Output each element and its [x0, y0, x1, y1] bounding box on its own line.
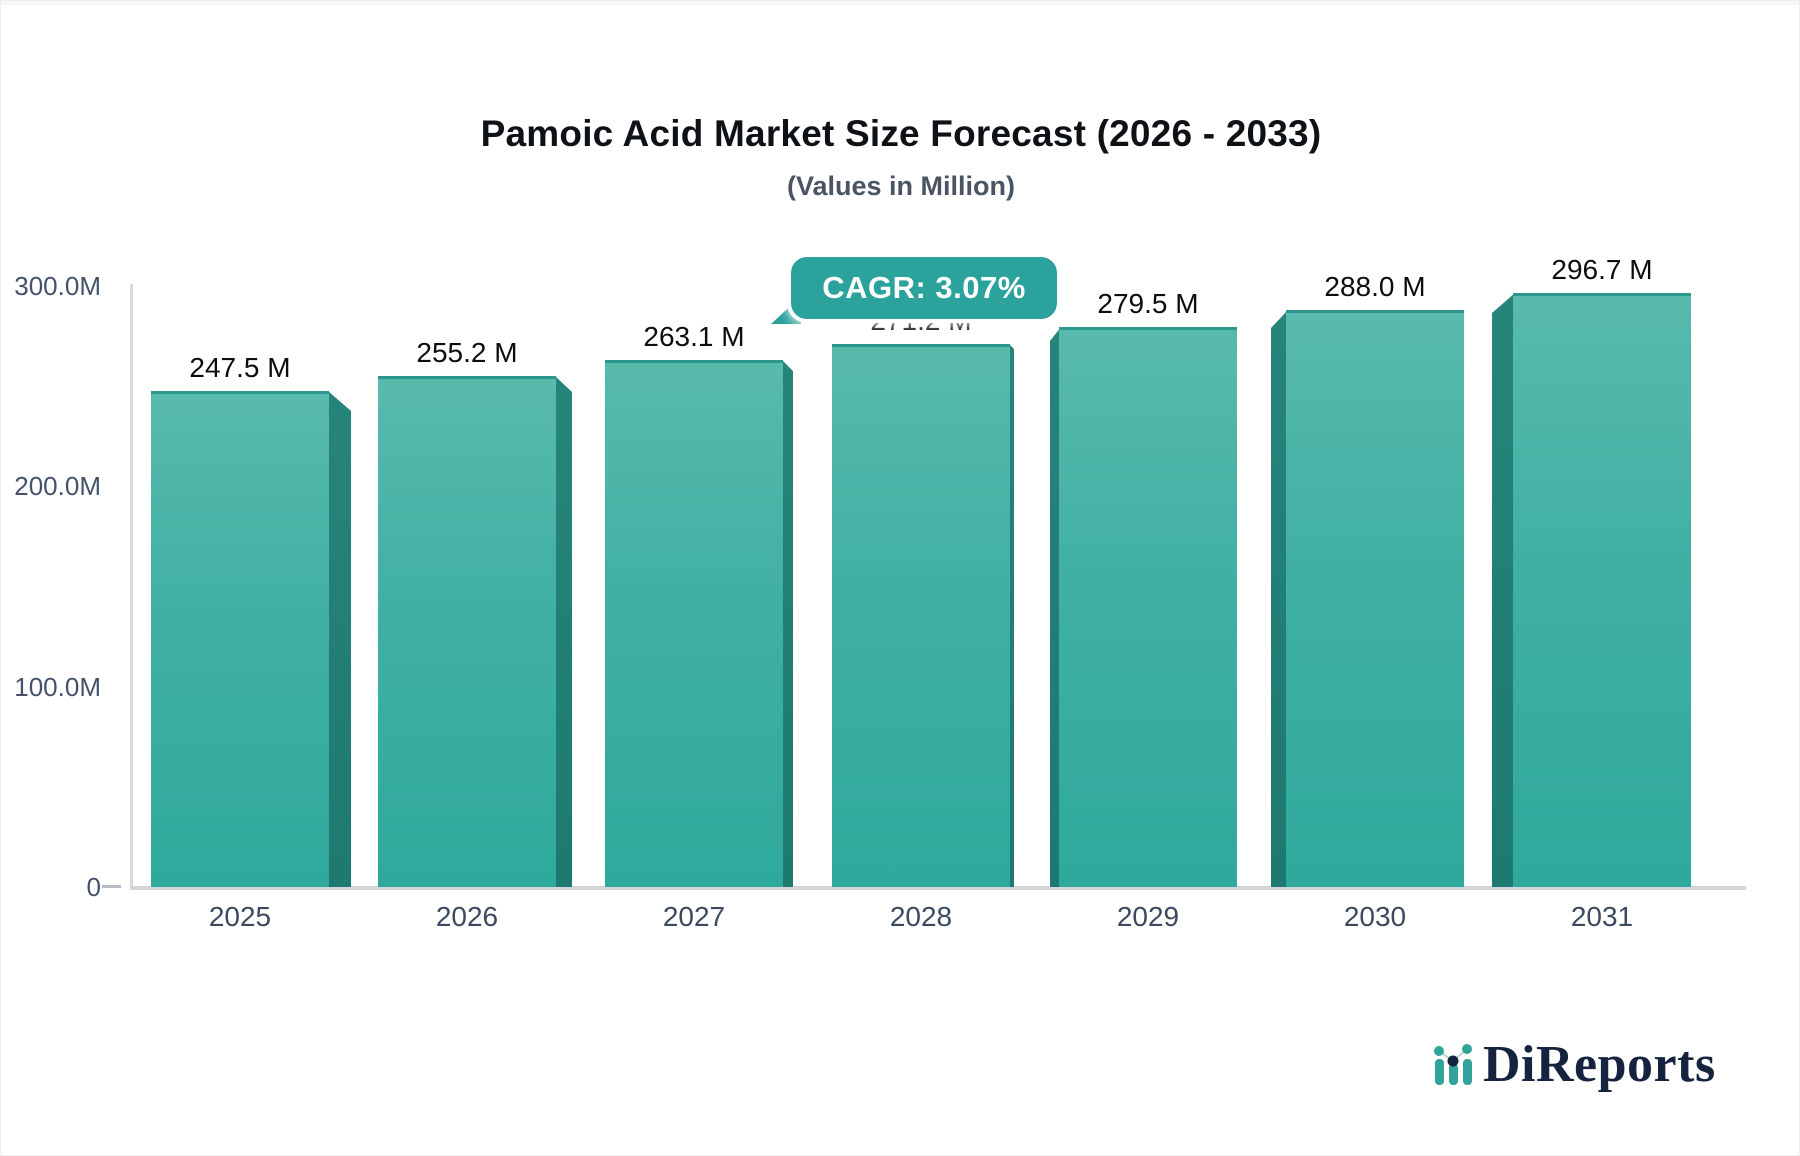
y-axis-line [130, 284, 133, 888]
x-axis-tick-label: 2025 [208, 901, 272, 932]
cagr-badge: CAGR: 3.07% [787, 253, 1061, 323]
bar-value-label: 296.7 M [1551, 254, 1653, 285]
bar-2026 [378, 376, 556, 887]
bar-side-face [1492, 293, 1515, 887]
bar-value-label: 288.0 M [1324, 271, 1426, 302]
bar-side-face [782, 360, 793, 887]
bar-value-label: 247.5 M [189, 352, 291, 383]
chart-title: Pamoic Acid Market Size Forecast (2026 -… [480, 113, 1322, 154]
bar-2030 [1286, 310, 1464, 887]
x-axis-tick-label: 2027 [662, 901, 726, 932]
x-axis-tick-label: 2031 [1570, 901, 1634, 932]
bar-2028 [832, 344, 1010, 887]
chart-subtitle: (Values in Million) [786, 171, 1016, 201]
bar-side-face [328, 391, 351, 887]
x-axis-tick-label: 2030 [1343, 901, 1407, 932]
bar-2029 [1059, 327, 1237, 887]
bar-2025 [151, 391, 329, 887]
x-axis-line [130, 886, 1746, 890]
x-axis-tick-label: 2026 [435, 901, 499, 932]
bar-2031 [1513, 293, 1691, 887]
bar-side-face [1050, 327, 1061, 887]
bar-side-face [1009, 344, 1014, 887]
y-axis-tick-label: 200.0M [14, 471, 101, 501]
cagr-badge-label: CAGR: 3.07% [822, 270, 1026, 305]
logo-text: DiReports [1483, 1036, 1716, 1093]
direports-logo: DiReports [1431, 1039, 1716, 1091]
x-axis-tick-label: 2028 [889, 901, 953, 932]
bar-side-face [555, 376, 572, 887]
y-axis-tick-label: 100.0M [14, 672, 101, 702]
mini-bar-chart-icon [1434, 1044, 1472, 1085]
bar-value-label: 255.2 M [416, 337, 518, 368]
bar-value-label: 279.5 M [1097, 288, 1199, 319]
y-axis-tick-label: 0 [86, 872, 101, 902]
bar-2027 [605, 360, 783, 887]
y-axis-tick-label: 300.0M [14, 271, 101, 301]
bar-value-label: 263.1 M [643, 321, 745, 352]
bar-side-face [1271, 310, 1288, 887]
x-axis-tick-label: 2029 [1116, 901, 1180, 932]
zero-tick-mark [102, 885, 121, 888]
